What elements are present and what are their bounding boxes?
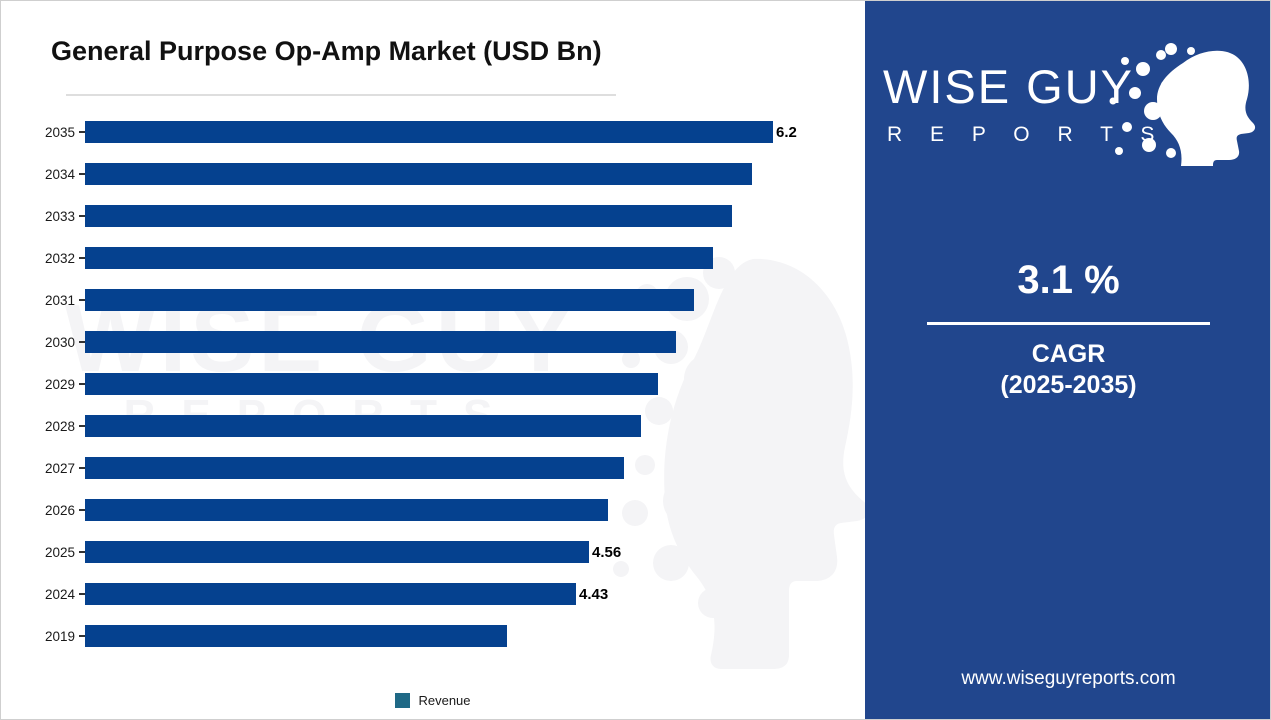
bar [85,583,576,605]
logo-head-dots-icon [1109,43,1256,166]
legend-swatch-icon [395,693,411,708]
cagr-block: 3.1 % CAGR (2025-2035) [865,256,1270,401]
svg-text:WISE GUY: WISE GUY [883,60,1134,113]
bar-value-label: 4.56 [592,543,622,561]
axis-tick [79,425,85,427]
bar-row: 2034 [1,153,865,195]
bar [85,331,676,353]
cagr-label-line2: (2025-2035) [1000,371,1137,399]
y-axis-label: 2019 [44,628,75,644]
cagr-divider [927,322,1210,325]
y-axis-label: 2027 [44,460,75,476]
title-divider [66,94,616,96]
bar-row: 2035 6.2 [1,111,865,153]
axis-tick [79,467,85,469]
bar-row: 2033 [1,195,865,237]
bar [85,247,713,269]
bar [85,163,752,185]
axis-tick [79,509,85,511]
axis-tick [79,635,85,637]
y-axis-label: 2030 [44,334,75,350]
axis-tick [79,131,85,133]
axis-tick [79,299,85,301]
bar [85,541,589,563]
chart-title: General Purpose Op-Amp Market (USD Bn) [51,36,602,66]
wiseguy-reports-logo: WISE GUY R E P O R T S [883,43,1256,166]
bar-row: 2027 [1,447,865,489]
bar [85,121,773,143]
bar-row: 2028 [1,405,865,447]
brand-panel: WISE GUY R E P O R T S 3.1 % [865,1,1270,719]
bar [85,205,732,227]
y-axis-label: 2033 [44,208,75,224]
bar [85,289,694,311]
bar-row: 2026 [1,489,865,531]
bar [85,625,507,647]
bar [85,457,624,479]
bar-row: 2031 [1,279,865,321]
bar-value-label: 6.2 [776,123,797,141]
bar-row: 2032 [1,237,865,279]
bar-value-label: 4.43 [579,585,609,603]
bar-row: 2024 4.43 [1,573,865,615]
axis-tick [79,341,85,343]
bar-row: 2030 [1,321,865,363]
y-axis-label: 2031 [44,292,75,308]
y-axis-label: 2025 [44,544,75,560]
axis-tick [79,173,85,175]
website-url[interactable]: www.wiseguyreports.com [961,668,1176,689]
bar-row: 2029 [1,363,865,405]
plot-area: 2035 6.2 2034 2033 2032 [1,111,865,671]
y-axis-label: 2032 [44,250,75,266]
axis-tick [79,551,85,553]
bar-row: 2025 4.56 [1,531,865,573]
bar-row: 2019 [1,615,865,657]
cagr-label-line1: CAGR [1031,340,1106,368]
y-axis-label: 2028 [44,418,75,434]
axis-tick [79,215,85,217]
y-axis-label: 2026 [44,502,75,518]
bar [85,499,608,521]
legend-label: Revenue [418,693,471,708]
cagr-value: 3.1 % [1017,258,1120,302]
y-axis-label: 2029 [44,376,75,392]
y-axis-label: 2034 [44,166,75,182]
axis-tick [79,257,85,259]
svg-text:R E P O R T S: R E P O R T S [887,123,1165,146]
chart-legend: Revenue [1,693,865,708]
axis-tick [79,383,85,385]
bar [85,415,641,437]
y-axis-label: 2024 [44,586,75,602]
axis-tick [79,593,85,595]
bar [85,373,658,395]
y-axis-label: 2035 [44,124,75,140]
